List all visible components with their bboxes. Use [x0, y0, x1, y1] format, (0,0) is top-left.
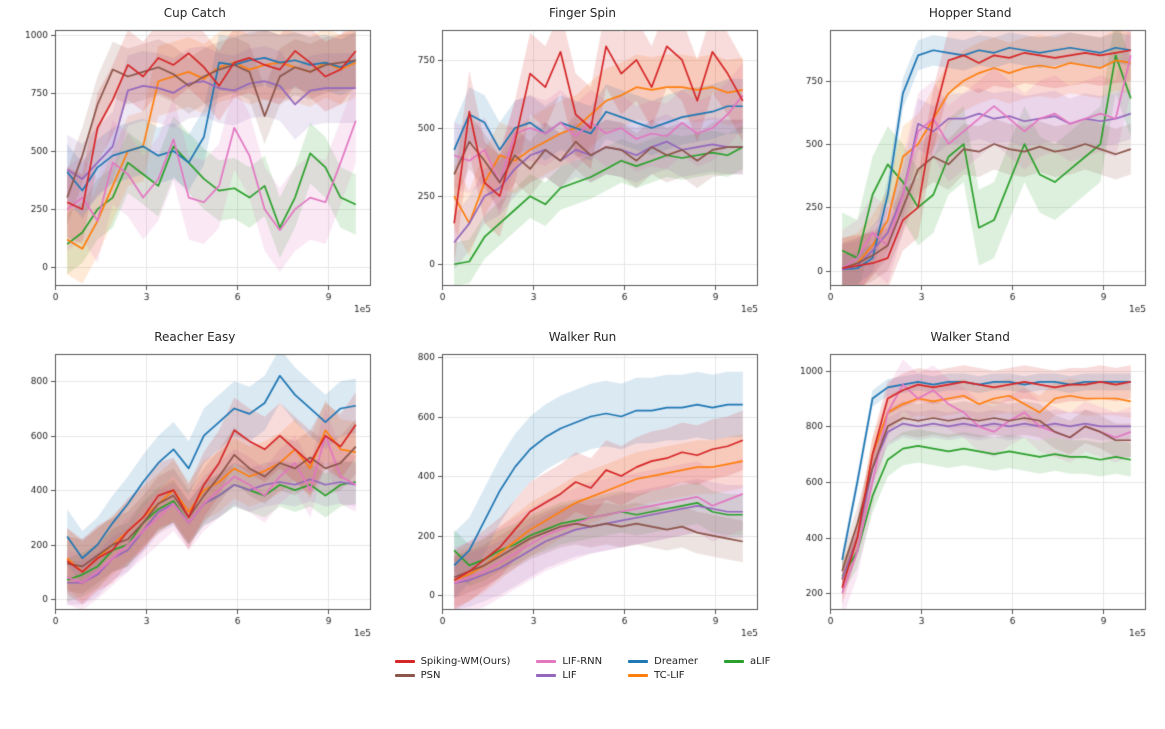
- chart-finger-spin: Finger Spin: [394, 4, 772, 322]
- chart-cup-catch: Cup Catch: [6, 4, 384, 322]
- legend-item: Dreamer: [628, 656, 698, 667]
- legend-item: Spiking-WM(Ours): [394, 656, 511, 667]
- legend-label: LIF-RNN: [562, 656, 603, 667]
- chart-canvas-walker-run: [396, 346, 769, 646]
- chart-walker-run: Walker Run: [394, 328, 772, 646]
- chart-canvas-walker-stand: [784, 346, 1157, 646]
- legend-line-swatch: [394, 674, 415, 677]
- legend-label: Spiking-WM(Ours): [420, 656, 511, 667]
- legend-label: aLIF: [750, 656, 771, 667]
- chart-canvas-cup-catch: [8, 22, 381, 322]
- chart-title: Walker Stand: [930, 330, 1010, 344]
- chart-title: Reacher Easy: [154, 330, 236, 344]
- chart-title: Cup Catch: [163, 6, 226, 20]
- chart-reacher-easy: Reacher Easy: [6, 328, 384, 646]
- legend-item: aLIF: [724, 656, 770, 667]
- chart-canvas-hopper-stand: [784, 22, 1157, 322]
- legend-line-swatch: [394, 660, 415, 663]
- legend-label: TC-LIF: [654, 670, 685, 681]
- chart-hopper-stand: Hopper Stand: [781, 4, 1159, 322]
- chart-title: Walker Run: [548, 330, 617, 344]
- legend-label: LIF: [562, 670, 577, 681]
- legend-item: TC-LIF: [628, 670, 698, 681]
- chart-title: Hopper Stand: [928, 6, 1012, 20]
- legend-line-swatch: [628, 674, 649, 677]
- chart-canvas-reacher-easy: [8, 346, 381, 646]
- legend-item: LIF: [536, 670, 602, 681]
- legend-item: PSN: [394, 670, 511, 681]
- legend: Spiking-WM(Ours) PSN LIF-RNN LIF Dreamer TC-L…: [6, 656, 1159, 681]
- legend-label: PSN: [420, 670, 441, 681]
- legend-label: Dreamer: [654, 656, 699, 667]
- legend-line-swatch: [628, 660, 649, 663]
- chart-canvas-finger-spin: [396, 22, 769, 322]
- chart-title: Finger Spin: [549, 6, 616, 20]
- plots-grid: Cup Catch Finger Spin Hopper Stand Reach…: [6, 4, 1159, 646]
- legend-item: LIF-RNN: [536, 656, 602, 667]
- legend-line-swatch: [536, 674, 557, 677]
- legend-line-swatch: [724, 660, 745, 663]
- legend-line-swatch: [536, 660, 557, 663]
- chart-walker-stand: Walker Stand: [781, 328, 1159, 646]
